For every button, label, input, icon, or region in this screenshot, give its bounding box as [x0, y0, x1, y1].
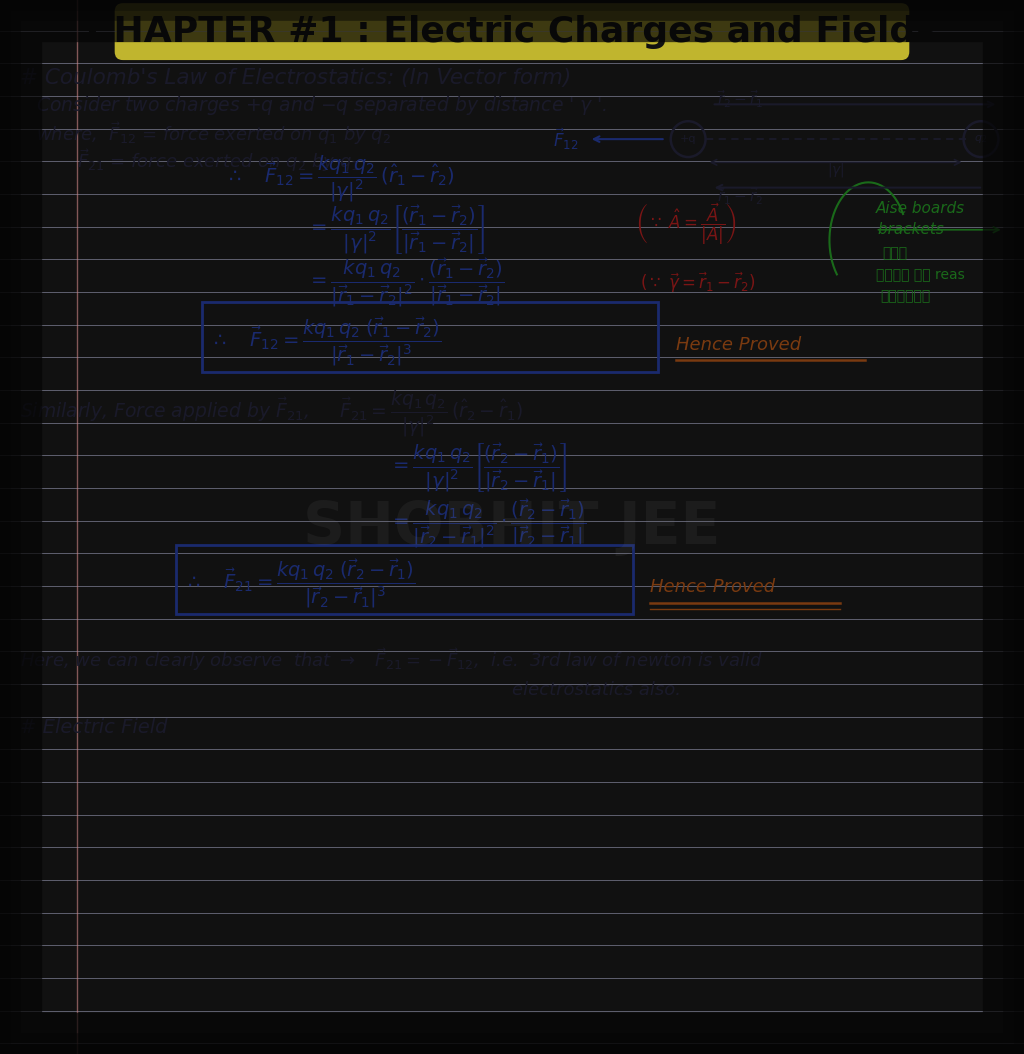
Text: Consider two charges +q and $-$q separated by distance ' $\gamma$ '.: Consider two charges +q and $-$q separat…: [36, 94, 607, 117]
FancyBboxPatch shape: [115, 3, 909, 60]
Text: electrostatics also.: electrostatics also.: [512, 681, 681, 700]
Text: $(\because\; \vec{\gamma}=\vec{r}_1-\vec{r}_2)$: $(\because\; \vec{\gamma}=\vec{r}_1-\vec…: [640, 270, 756, 295]
Text: # Electric Field: # Electric Field: [20, 718, 168, 737]
Text: $\left(\because\; \hat{A}=\dfrac{\vec{A}}{|A|}\right)$: $\left(\because\; \hat{A}=\dfrac{\vec{A}…: [635, 201, 736, 248]
Text: $\vec{r}_2-\vec{r}_1$: $\vec{r}_2-\vec{r}_1$: [717, 89, 763, 110]
Text: $\vec{F}_{21}$ = force exerted on $q_2$ by $q_1$: $\vec{F}_{21}$ = force exerted on $q_2$ …: [77, 147, 359, 174]
Text: brackets: brackets: [878, 222, 948, 237]
Text: $= \dfrac{kq_1\,q_2}{|\vec{r}_1-\vec{r}_2|^2}\cdot\dfrac{(\vec{r}_1-\vec{r}_2)}{: $= \dfrac{kq_1\,q_2}{|\vec{r}_1-\vec{r}_…: [307, 256, 505, 309]
Text: $= \dfrac{kq_1\,q_2}{|\gamma|^2}\left[\dfrac{(\vec{r}_1-\vec{r}_2)}{|\vec{r}_1-\: $= \dfrac{kq_1\,q_2}{|\gamma|^2}\left[\d…: [307, 203, 485, 256]
Text: $\therefore \quad \vec{F}_{12} = \dfrac{kq_1\,q_2\;(\vec{r}_1-\vec{r}_2)}{|\vec{: $\therefore \quad \vec{F}_{12} = \dfrac{…: [210, 315, 441, 368]
Text: लिखना।: लिखना।: [881, 289, 931, 304]
Text: $\therefore \quad \vec{F}_{12} = \dfrac{kq_1\,q_2}{|\gamma|^2}\,(\hat{r}_1-\hat{: $\therefore \quad \vec{F}_{12} = \dfrac{…: [225, 154, 456, 204]
Text: SHOBHIT JEE: SHOBHIT JEE: [303, 499, 721, 555]
Text: Hence Proved: Hence Proved: [676, 335, 801, 354]
Text: $q_2$: $q_2$: [975, 133, 987, 145]
Text: where,  $\vec{F}_{12}$ = force exerted on $q_1$ by $q_2$: where, $\vec{F}_{12}$ = force exerted on…: [36, 120, 391, 148]
Text: में: में: [883, 246, 908, 260]
Text: Aise boards: Aise boards: [876, 201, 965, 216]
Text: Similarly, Force applied by $\vec{F}_{21}$,     $\vec{F}_{21}=\dfrac{kq_1\,q_2}{: Similarly, Force applied by $\vec{F}_{21…: [20, 389, 523, 440]
Text: $\vec{r}_1-\vec{r}_2$: $\vec{r}_1-\vec{r}_2$: [717, 186, 763, 207]
Text: CHAPTER #1 : Electric Charges and Fields: CHAPTER #1 : Electric Charges and Fields: [87, 15, 937, 48]
Text: +q: +q: [680, 134, 696, 144]
Text: $\vec{F}_{12}$: $\vec{F}_{12}$: [553, 126, 579, 152]
Text: $\therefore \quad \vec{F}_{21} = \dfrac{kq_1\,q_2\;(\vec{r}_2-\vec{r}_1)}{|\vec{: $\therefore \quad \vec{F}_{21} = \dfrac{…: [184, 558, 416, 610]
Text: Here, we can clearly observe  that $\rightarrow$   $\vec{F}_{21}=-\vec{F}_{12}$,: Here, we can clearly observe that $\righ…: [20, 646, 763, 674]
Text: $= \dfrac{kq_1\,q_2}{|\vec{r}_2-\vec{r}_1|^2}\cdot\dfrac{(\vec{r}_2-\vec{r}_1)}{: $= \dfrac{kq_1\,q_2}{|\vec{r}_2-\vec{r}_…: [389, 497, 587, 550]
Text: $= \dfrac{kq_1\,q_2}{|\gamma|^2}\left[\dfrac{(\vec{r}_2-\vec{r}_1)}{|\vec{r}_2-\: $= \dfrac{kq_1\,q_2}{|\gamma|^2}\left[\d…: [389, 442, 567, 494]
Text: अंदर का reas: अंदर का reas: [876, 268, 965, 282]
Text: # Coulomb's Law of Electrostatics: (In Vector form): # Coulomb's Law of Electrostatics: (In V…: [20, 69, 571, 87]
Text: Hence Proved: Hence Proved: [650, 578, 775, 597]
Text: $|\gamma|$: $|\gamma|$: [826, 160, 845, 179]
